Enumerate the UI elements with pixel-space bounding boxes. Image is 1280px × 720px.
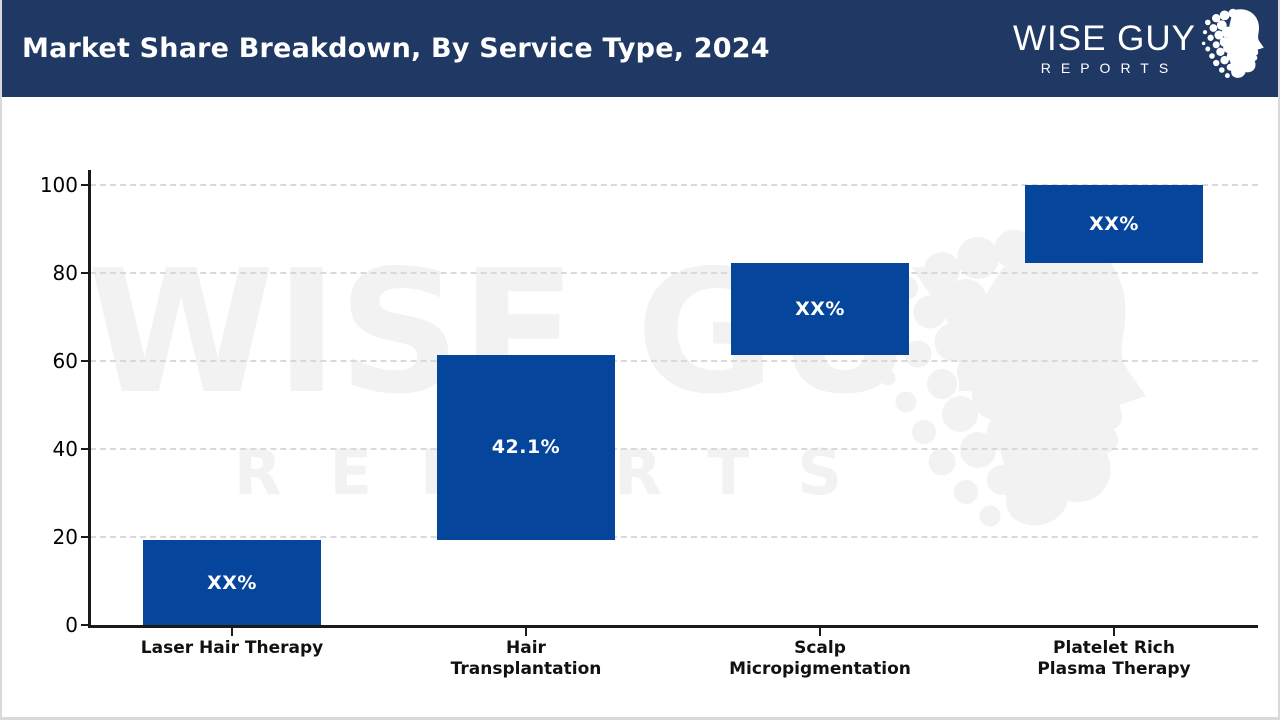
bar-value-label: XX% — [1089, 213, 1139, 236]
x-axis-category-label: Hair Transplantation — [450, 638, 602, 679]
y-axis-tick-label: 20 — [52, 525, 78, 549]
x-axis-category-label: Platelet Rich Plasma Therapy — [1037, 638, 1191, 679]
y-axis-tick-label: 0 — [65, 613, 78, 637]
gridline-40 — [90, 448, 1258, 450]
bar-value-label: XX% — [795, 298, 845, 321]
gridline-80 — [90, 272, 1258, 274]
y-axis-line — [88, 170, 91, 628]
wiseguy-logo-text: WISE GUY REPORTS — [1012, 19, 1196, 77]
logo-subtext: REPORTS — [1040, 60, 1179, 76]
x-axis-tick — [525, 628, 527, 636]
bar-3: XX% — [731, 263, 909, 355]
bar-1: XX% — [143, 540, 321, 625]
gridline-60 — [90, 360, 1258, 362]
y-axis-tick — [81, 360, 90, 362]
x-axis-line — [88, 625, 1258, 628]
y-axis-tick — [81, 272, 90, 274]
y-axis-tick-label: 100 — [39, 173, 78, 197]
y-axis-tick — [81, 624, 90, 626]
x-axis-tick — [231, 628, 233, 636]
y-axis-tick-label: 40 — [52, 437, 78, 461]
y-axis-tick — [81, 184, 90, 186]
logo-wordmark: WISE GUY — [1012, 19, 1196, 58]
header-bar: Market Share Breakdown, By Service Type,… — [2, 0, 1278, 97]
wiseguy-head-icon — [1201, 8, 1264, 78]
wiseguy-logo: WISE GUY REPORTS — [1013, 7, 1268, 91]
y-axis-tick-label: 60 — [52, 349, 78, 373]
gridline-20 — [90, 536, 1258, 538]
y-axis-tick — [81, 448, 90, 450]
page-title: Market Share Breakdown, By Service Type,… — [22, 33, 770, 64]
x-axis-category-label: Scalp Micropigmentation — [729, 638, 911, 679]
gridline-100 — [90, 184, 1258, 186]
y-axis-tick-label: 80 — [52, 261, 78, 285]
bar-2: 42.1% — [437, 354, 615, 541]
y-axis-tick — [81, 536, 90, 538]
x-axis-tick — [819, 628, 821, 636]
bar-value-label: 42.1% — [491, 436, 561, 459]
x-axis-category-label: Laser Hair Therapy — [140, 638, 324, 658]
bar-value-label: XX% — [207, 571, 257, 594]
bar-4: XX% — [1025, 185, 1203, 264]
x-axis-tick — [1113, 628, 1115, 636]
